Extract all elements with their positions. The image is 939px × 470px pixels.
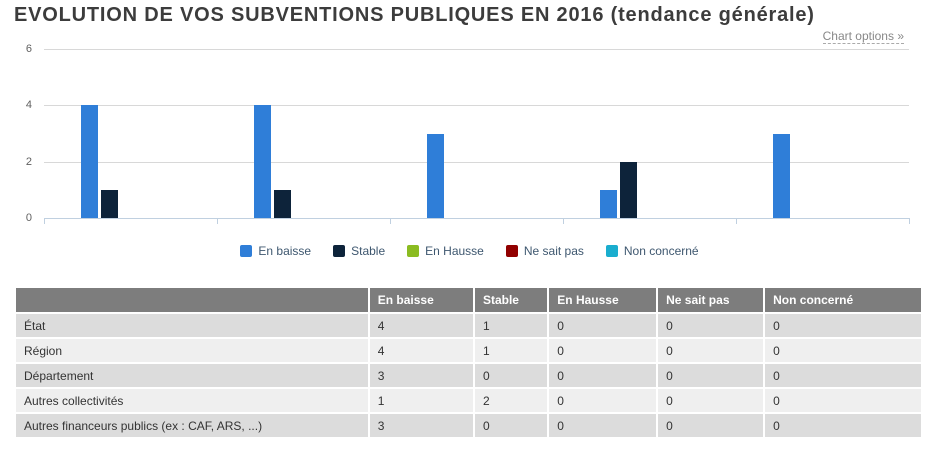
row-label-cell: Département	[14, 362, 370, 389]
value-cell: 0	[472, 412, 550, 439]
legend-swatch	[407, 245, 420, 257]
grid-line	[44, 49, 909, 50]
table-row: Autres financeurs publics (ex : CAF, ARS…	[14, 412, 923, 439]
value-cell: 0	[547, 387, 659, 414]
page-title: EVOLUTION DE VOS SUBVENTIONS PUBLIQUES E…	[14, 4, 815, 26]
row-label-cell: Autres financeurs publics (ex : CAF, ARS…	[14, 412, 370, 439]
value-cell: 0	[656, 362, 766, 389]
row-label-cell: État	[14, 312, 370, 339]
bar-en-baisse	[80, 105, 98, 218]
value-cell: 0	[763, 387, 923, 414]
legend-label: Non concerné	[623, 244, 699, 258]
table-header: En baisse Stable En Hausse Ne sait pas Non c…	[14, 288, 923, 314]
bar-chart: 0 2 4 6	[25, 43, 910, 224]
row-label-cell: Région	[14, 337, 370, 364]
value-cell: 0	[656, 337, 766, 364]
table-row: Autres collectivités 1 2 0 0 0	[14, 387, 923, 414]
table-body: État 4 1 0 0 0 Région 4 1 0 0 0 Département 3 0 0 0 0 Autr…	[14, 312, 923, 439]
legend-swatch	[605, 245, 618, 257]
y-axis-label: 2	[25, 155, 32, 168]
table-header-cell: Ne sait pas	[656, 288, 766, 314]
value-cell: 0	[656, 312, 766, 339]
bar-stable	[101, 189, 119, 218]
bar-en-baisse	[253, 105, 271, 218]
value-cell: 4	[367, 312, 475, 339]
y-axis-label: 4	[25, 99, 32, 112]
legend-item-en-hausse[interactable]: En Hausse	[407, 244, 484, 258]
table-header-cell	[14, 288, 370, 314]
value-cell: 1	[367, 387, 475, 414]
value-cell: 0	[547, 362, 659, 389]
table-row: Département 3 0 0 0 0	[14, 362, 923, 389]
value-cell: 0	[763, 337, 923, 364]
y-axis-label: 6	[25, 43, 32, 55]
value-cell: 1	[472, 337, 550, 364]
value-cell: 1	[472, 312, 550, 339]
bar-en-baisse	[772, 133, 790, 218]
legend-item-ne-sait-pas[interactable]: Ne sait pas	[505, 244, 584, 258]
table-row: Région 4 1 0 0 0	[14, 337, 923, 364]
value-cell: 4	[367, 337, 475, 364]
chart-options-link[interactable]: Chart options »	[822, 29, 904, 44]
value-cell: 0	[763, 362, 923, 389]
value-cell: 0	[547, 312, 659, 339]
table-header-cell: En baisse	[367, 288, 475, 314]
value-cell: 3	[367, 412, 475, 439]
legend-label: En baisse	[258, 244, 312, 258]
results-table: En baisse Stable En Hausse Ne sait pas Non c…	[14, 288, 923, 439]
bar-en-baisse	[599, 189, 617, 218]
value-cell: 0	[656, 387, 766, 414]
x-axis-tick	[390, 218, 391, 224]
table-header-cell: Non concerné	[763, 288, 923, 314]
value-cell: 3	[367, 362, 475, 389]
value-cell: 0	[547, 412, 659, 439]
value-cell: 2	[472, 387, 550, 414]
x-axis-tick	[563, 218, 564, 224]
bar-en-baisse	[426, 133, 444, 218]
bar-stable	[274, 189, 292, 218]
legend-swatch	[505, 245, 518, 257]
table-row: État 4 1 0 0 0	[14, 312, 923, 339]
chart-legend: En baisse Stable En Hausse Ne sait pas Non c…	[0, 241, 939, 261]
value-cell: 0	[472, 362, 550, 389]
row-label-cell: Autres collectivités	[14, 387, 370, 414]
value-cell: 0	[763, 412, 923, 439]
legend-swatch	[333, 245, 346, 257]
legend-label: En Hausse	[425, 244, 484, 258]
grid-line	[44, 161, 909, 163]
x-axis-tick	[217, 218, 218, 224]
value-cell: 0	[656, 412, 766, 439]
x-axis-line	[44, 218, 910, 219]
x-axis-tick	[736, 218, 737, 224]
legend-item-stable[interactable]: Stable	[333, 244, 385, 258]
table-header-cell: Stable	[472, 288, 550, 314]
table-header-cell: En Hausse	[547, 288, 659, 314]
y-axis-label: 0	[25, 212, 32, 224]
value-cell: 0	[547, 337, 659, 364]
legend-label: Stable	[351, 244, 386, 258]
grid-line	[44, 105, 909, 107]
legend-swatch	[240, 245, 253, 257]
bar-stable	[620, 161, 638, 218]
legend-label: Ne sait pas	[523, 244, 584, 258]
x-axis-tick	[909, 218, 910, 224]
value-cell: 0	[763, 312, 923, 339]
legend-item-en-baisse[interactable]: En baisse	[240, 244, 311, 258]
legend-item-non-concern-[interactable]: Non concerné	[605, 244, 699, 258]
results-table-wrap: En baisse Stable En Hausse Ne sait pas Non c…	[14, 288, 923, 439]
x-axis-tick	[44, 218, 45, 224]
